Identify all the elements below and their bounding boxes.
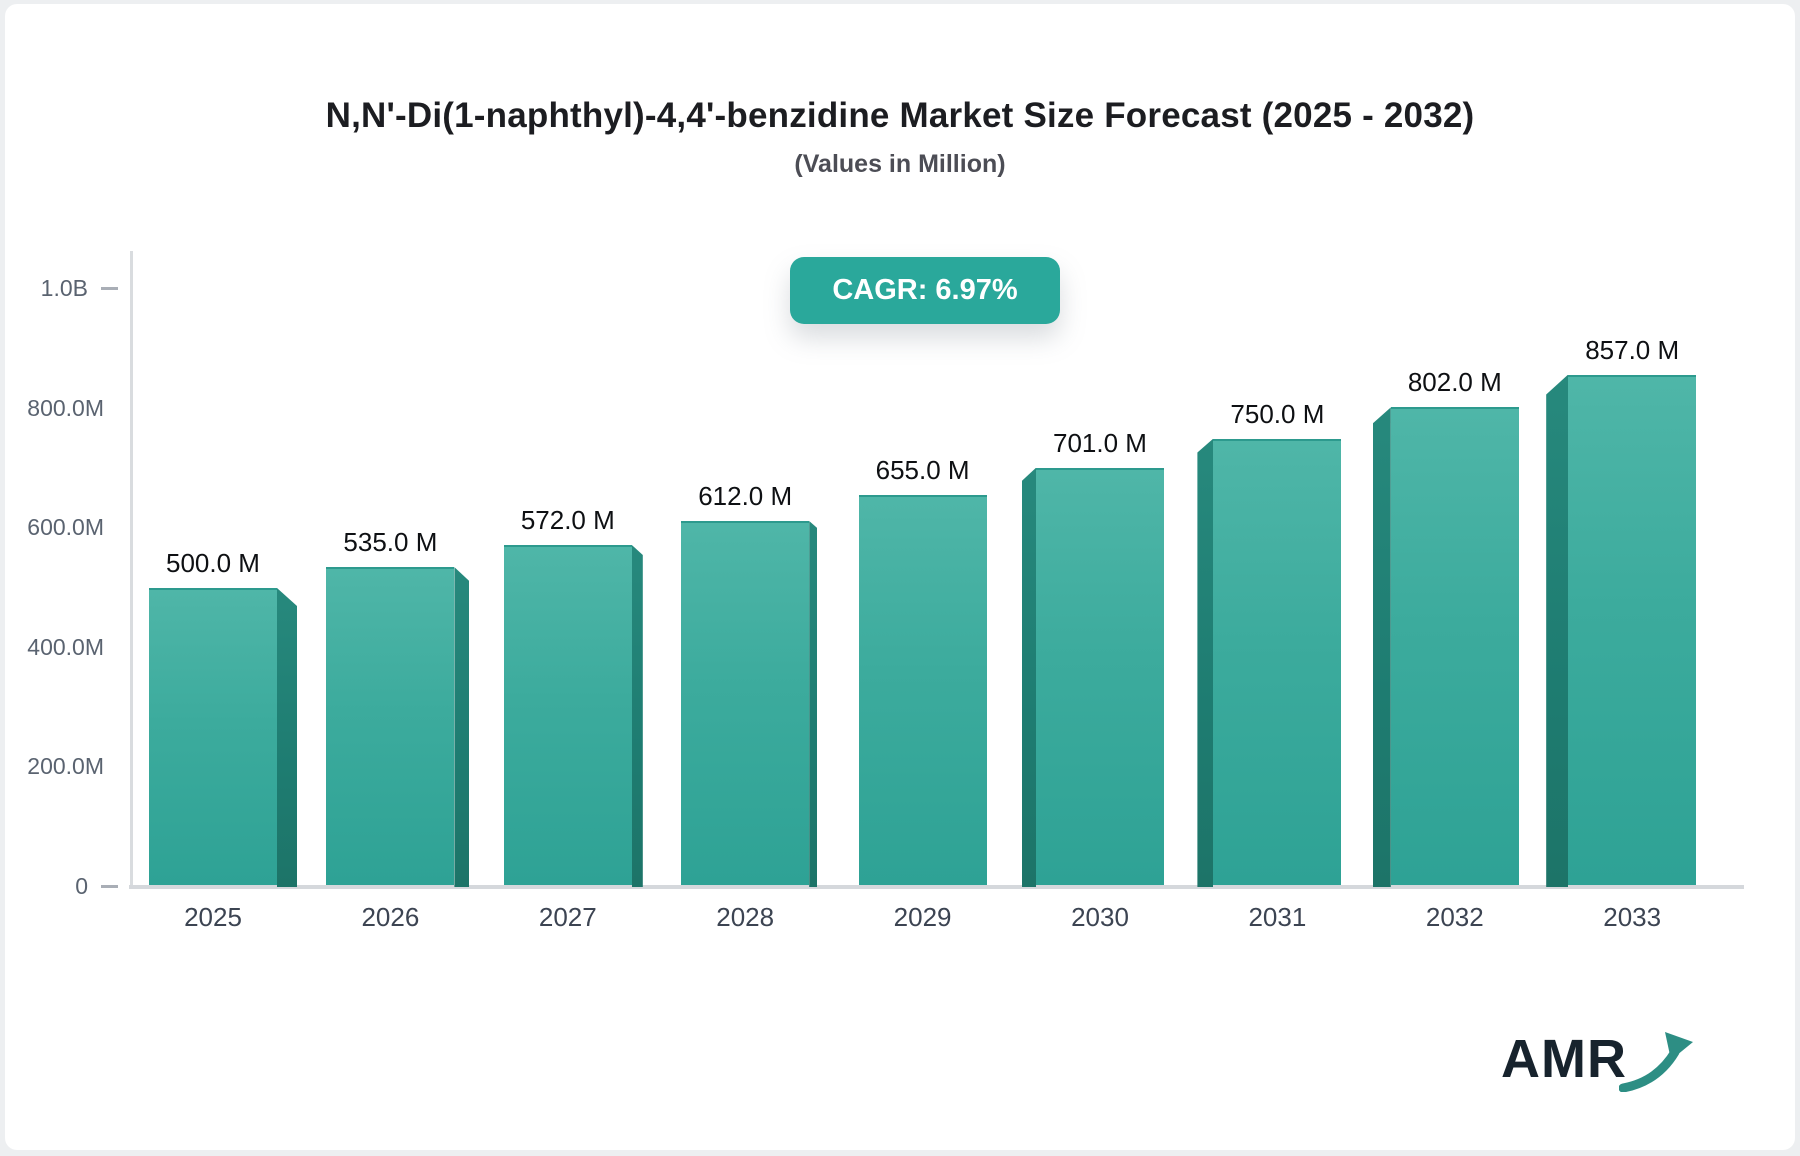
bar-2030[interactable] [1036,467,1164,885]
bar-2030-side-face [1022,467,1036,887]
bar-2033-side-face [1546,374,1569,887]
amr-logo: AMR [1501,1032,1695,1092]
bar-2028-side-face [809,521,818,887]
x-category-label-2032: 2032 [1425,902,1484,932]
x-category-label-2025: 2025 [184,902,242,932]
bar-2028[interactable] [681,521,810,885]
bar-2027[interactable] [503,544,632,885]
y-axis-line [130,251,133,889]
x-category-label-2030: 2030 [1071,902,1129,932]
y-tick-dash-0 [101,885,118,888]
bar-2025-side-face [277,588,297,887]
bar-2026[interactable] [326,567,455,885]
x-category-label-2029: 2029 [893,902,952,932]
bar-value-label-2025: 500.0 M [166,548,260,578]
bar-value-label-2032: 802.0 M [1407,367,1502,398]
y-tick-label-800.0M: 800.0M [27,394,104,421]
cagr-badge: CAGR: 6.97% [790,257,1060,324]
x-category-label-2026: 2026 [361,902,420,932]
bar-value-label-2028: 612.0 M [698,481,793,512]
y-tick-label-600.0M: 600.0M [27,514,104,541]
bar-2032-side-face [1372,407,1391,887]
bar-2031-side-face [1197,438,1214,887]
y-tick-dash-1.0B [101,287,118,290]
cagr-badge-label: CAGR: 6.97% [832,274,1018,306]
x-category-label-2031: 2031 [1248,902,1307,932]
bar-2032[interactable] [1390,407,1519,885]
bar-2031[interactable] [1213,438,1342,885]
x-category-label-2028: 2028 [716,902,775,932]
bar-value-label-2031: 750.0 M [1230,398,1325,429]
bar-value-label-2027: 572.0 M [520,504,615,535]
bar-value-label-2029: 655.0 M [875,455,970,486]
y-tick-label-1.0B: 1.0B [40,275,88,301]
bar-value-label-2026: 535.0 M [343,527,438,558]
y-tick-label-200.0M: 200.0M [27,753,104,780]
y-tick-label-400.0M: 400.0M [27,633,104,660]
bar-value-label-2030: 701.0 M [1053,427,1147,458]
bar-2025[interactable] [149,588,277,885]
bar-2033[interactable] [1568,374,1697,885]
amr-logo-arrow-icon [1619,1032,1693,1092]
chart-title: N,N'-Di(1-naphthyl)-4,4'-benzidine Marke… [325,96,1475,135]
x-category-label-2033: 2033 [1603,902,1662,932]
bar-2027-side-face [631,544,643,887]
chart-subtitle: (Values in Million) [794,150,1006,178]
bar-value-label-2033: 857.0 M [1585,334,1680,365]
x-category-label-2027: 2027 [538,902,597,932]
amr-logo-text: AMR [1501,1029,1627,1089]
y-tick-label-0: 0 [75,873,88,899]
x-axis-line [129,885,1744,889]
bar-2026-side-face [454,567,470,887]
bar-2029[interactable] [858,495,987,885]
